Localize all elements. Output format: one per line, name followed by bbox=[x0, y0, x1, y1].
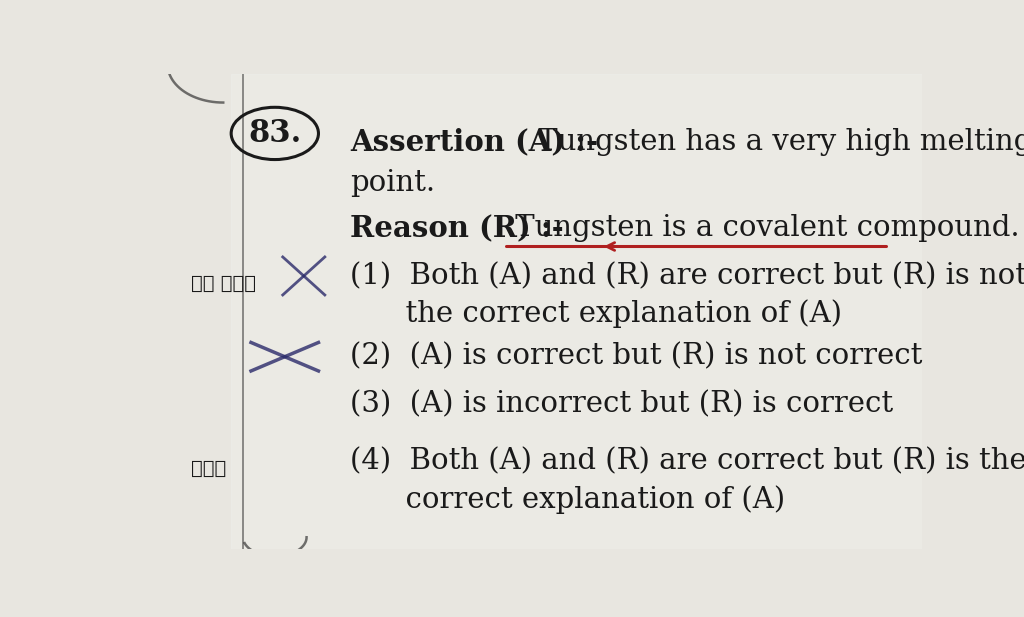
Text: सही: सही bbox=[191, 459, 226, 478]
Text: (2)  (A) is correct but (R) is not correct: (2) (A) is correct but (R) is not correc… bbox=[350, 342, 923, 371]
Text: Tungsten is a covalent compound.: Tungsten is a covalent compound. bbox=[506, 215, 1019, 242]
Text: the correct explanation of (A): the correct explanation of (A) bbox=[350, 300, 842, 328]
Text: ने सही: ने सही bbox=[191, 273, 256, 292]
Text: Assertion (A) :-: Assertion (A) :- bbox=[350, 127, 598, 156]
Text: point.: point. bbox=[350, 169, 435, 197]
Bar bbox=[231, 74, 922, 549]
Text: Reason (R) :-: Reason (R) :- bbox=[350, 214, 564, 243]
Text: (1)  Both (A) and (R) are correct but (R) is not: (1) Both (A) and (R) are correct but (R)… bbox=[350, 262, 1024, 290]
Text: 83.: 83. bbox=[248, 118, 301, 149]
Text: correct explanation of (A): correct explanation of (A) bbox=[350, 485, 785, 513]
Text: Tungsten has a very high melting: Tungsten has a very high melting bbox=[528, 128, 1024, 155]
Text: (3)  (A) is incorrect but (R) is correct: (3) (A) is incorrect but (R) is correct bbox=[350, 390, 893, 418]
Text: (4)  Both (A) and (R) are correct but (R) is the: (4) Both (A) and (R) are correct but (R)… bbox=[350, 447, 1024, 475]
